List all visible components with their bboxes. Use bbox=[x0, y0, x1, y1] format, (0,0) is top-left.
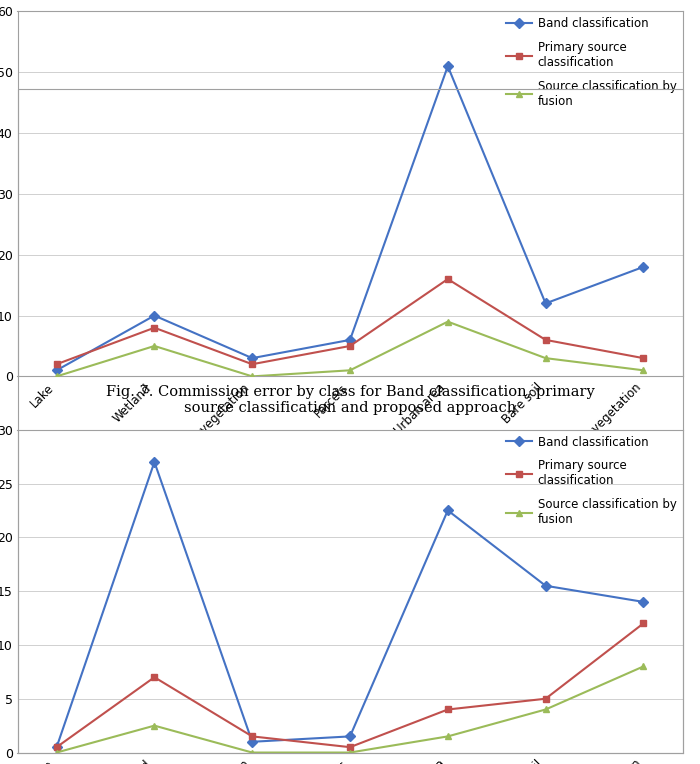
Primary source
classification bbox=[248, 732, 256, 741]
Source classification by
fusion bbox=[346, 366, 354, 375]
Primary source
classification bbox=[639, 354, 648, 363]
Source classification by
fusion bbox=[541, 705, 550, 714]
Primary source
classification bbox=[150, 672, 159, 681]
Band classification bbox=[444, 62, 452, 71]
Line: Source classification by
fusion: Source classification by fusion bbox=[53, 663, 647, 756]
Source classification by
fusion bbox=[52, 748, 61, 757]
Line: Source classification by
fusion: Source classification by fusion bbox=[53, 318, 647, 380]
Band classification bbox=[541, 299, 550, 308]
Line: Primary source
classification: Primary source classification bbox=[53, 276, 647, 367]
Band classification bbox=[639, 262, 648, 271]
Source classification by
fusion bbox=[248, 372, 256, 381]
Band classification bbox=[248, 354, 256, 363]
Band classification bbox=[52, 366, 61, 375]
Text: Fig. 7. Commission error by class for Band classification, primary
source classi: Fig. 7. Commission error by class for Ba… bbox=[106, 385, 594, 416]
Primary source
classification bbox=[52, 360, 61, 369]
Primary source
classification bbox=[639, 619, 648, 628]
Source classification by
fusion bbox=[150, 721, 159, 730]
Primary source
classification bbox=[541, 694, 550, 704]
Band classification bbox=[150, 311, 159, 320]
Legend: Band classification, Primary source
classification, Source classification by
fus: Band classification, Primary source clas… bbox=[506, 435, 677, 526]
Primary source
classification bbox=[346, 743, 354, 752]
Primary source
classification bbox=[444, 274, 452, 283]
Line: Band classification: Band classification bbox=[53, 458, 647, 751]
Source classification by
fusion bbox=[150, 342, 159, 351]
Source classification by
fusion bbox=[444, 732, 452, 741]
Band classification bbox=[346, 732, 354, 741]
Band classification bbox=[150, 458, 159, 467]
Band classification bbox=[444, 506, 452, 515]
Band classification bbox=[541, 581, 550, 591]
Primary source
classification bbox=[52, 743, 61, 752]
Source classification by
fusion bbox=[248, 748, 256, 757]
Source classification by
fusion bbox=[639, 662, 648, 671]
Line: Primary source
classification: Primary source classification bbox=[53, 620, 647, 751]
Band classification bbox=[248, 737, 256, 746]
Line: Band classification: Band classification bbox=[53, 63, 647, 374]
Source classification by
fusion bbox=[346, 748, 354, 757]
Source classification by
fusion bbox=[639, 366, 648, 375]
Band classification bbox=[346, 335, 354, 345]
Primary source
classification bbox=[444, 705, 452, 714]
Primary source
classification bbox=[541, 335, 550, 345]
Legend: Band classification, Primary source
classification, Source classification by
fus: Band classification, Primary source clas… bbox=[506, 18, 677, 108]
Band classification bbox=[52, 743, 61, 752]
Primary source
classification bbox=[346, 342, 354, 351]
Primary source
classification bbox=[248, 360, 256, 369]
Source classification by
fusion bbox=[541, 354, 550, 363]
Source classification by
fusion bbox=[52, 372, 61, 381]
Primary source
classification bbox=[150, 323, 159, 332]
Band classification bbox=[639, 597, 648, 607]
Source classification by
fusion bbox=[444, 317, 452, 326]
